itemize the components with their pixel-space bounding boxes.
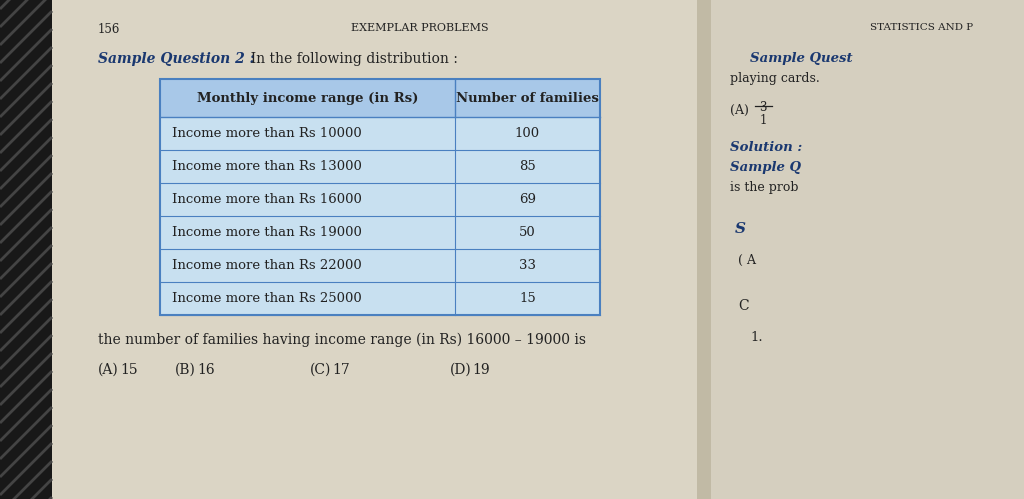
Bar [52, 0, 697, 499]
Bar [160, 79, 600, 117]
Text: 85: 85 [519, 160, 536, 173]
Text: 33: 33 [519, 259, 536, 272]
Text: Sample Question 2 :: Sample Question 2 : [98, 52, 255, 66]
Text: (B): (B) [175, 363, 196, 377]
Text: Income more than Rs 10000: Income more than Rs 10000 [172, 127, 361, 140]
Text: 19: 19 [472, 363, 489, 377]
Bar [160, 117, 455, 150]
Text: 100: 100 [515, 127, 540, 140]
Text: Sample Quest: Sample Quest [750, 52, 853, 65]
Text: playing cards.: playing cards. [730, 72, 820, 85]
Text: STATISTICS AND P: STATISTICS AND P [870, 23, 973, 32]
Text: (A): (A) [730, 104, 749, 117]
Text: Monthly income range (in Rs): Monthly income range (in Rs) [197, 91, 418, 104]
Bar [160, 216, 455, 249]
Text: 69: 69 [519, 193, 536, 206]
Text: Income more than Rs 13000: Income more than Rs 13000 [172, 160, 361, 173]
Bar [160, 183, 455, 216]
Text: is the prob: is the prob [730, 181, 799, 194]
Text: (A): (A) [98, 363, 119, 377]
Bar [455, 117, 600, 150]
Text: 17: 17 [332, 363, 350, 377]
Bar [160, 282, 455, 315]
Text: 1: 1 [760, 114, 767, 127]
Bar [160, 79, 600, 315]
Text: Income more than Rs 16000: Income more than Rs 16000 [172, 193, 361, 206]
Text: (C): (C) [310, 363, 332, 377]
Bar [455, 249, 600, 282]
Text: S: S [735, 222, 746, 236]
Bar [455, 183, 600, 216]
Bar [455, 150, 600, 183]
Text: 50: 50 [519, 226, 536, 239]
Text: Number of families: Number of families [456, 91, 599, 104]
Text: EXEMPLAR PROBLEMS: EXEMPLAR PROBLEMS [351, 23, 488, 33]
Text: Income more than Rs 22000: Income more than Rs 22000 [172, 259, 361, 272]
Text: the number of families having income range (in Rs) 16000 – 19000 is: the number of families having income ran… [98, 333, 586, 347]
Bar [160, 150, 455, 183]
Bar [711, 0, 1024, 499]
Text: Income more than Rs 19000: Income more than Rs 19000 [172, 226, 361, 239]
Text: In the following distribution :: In the following distribution : [242, 52, 458, 66]
Text: 15: 15 [519, 292, 536, 305]
Text: (D): (D) [450, 363, 472, 377]
Bar [160, 249, 455, 282]
Bar [697, 0, 711, 499]
Text: Sample Q: Sample Q [730, 161, 801, 174]
Text: ( A: ( A [738, 254, 756, 267]
Text: 3: 3 [759, 101, 767, 114]
Text: C: C [738, 299, 749, 313]
Bar [0, 0, 52, 499]
Bar [455, 216, 600, 249]
Text: Income more than Rs 25000: Income more than Rs 25000 [172, 292, 361, 305]
Text: 15: 15 [120, 363, 137, 377]
Text: 1.: 1. [750, 331, 763, 344]
Text: Solution :: Solution : [730, 141, 802, 154]
Text: 16: 16 [197, 363, 215, 377]
Text: 156: 156 [98, 23, 121, 36]
Bar [455, 282, 600, 315]
